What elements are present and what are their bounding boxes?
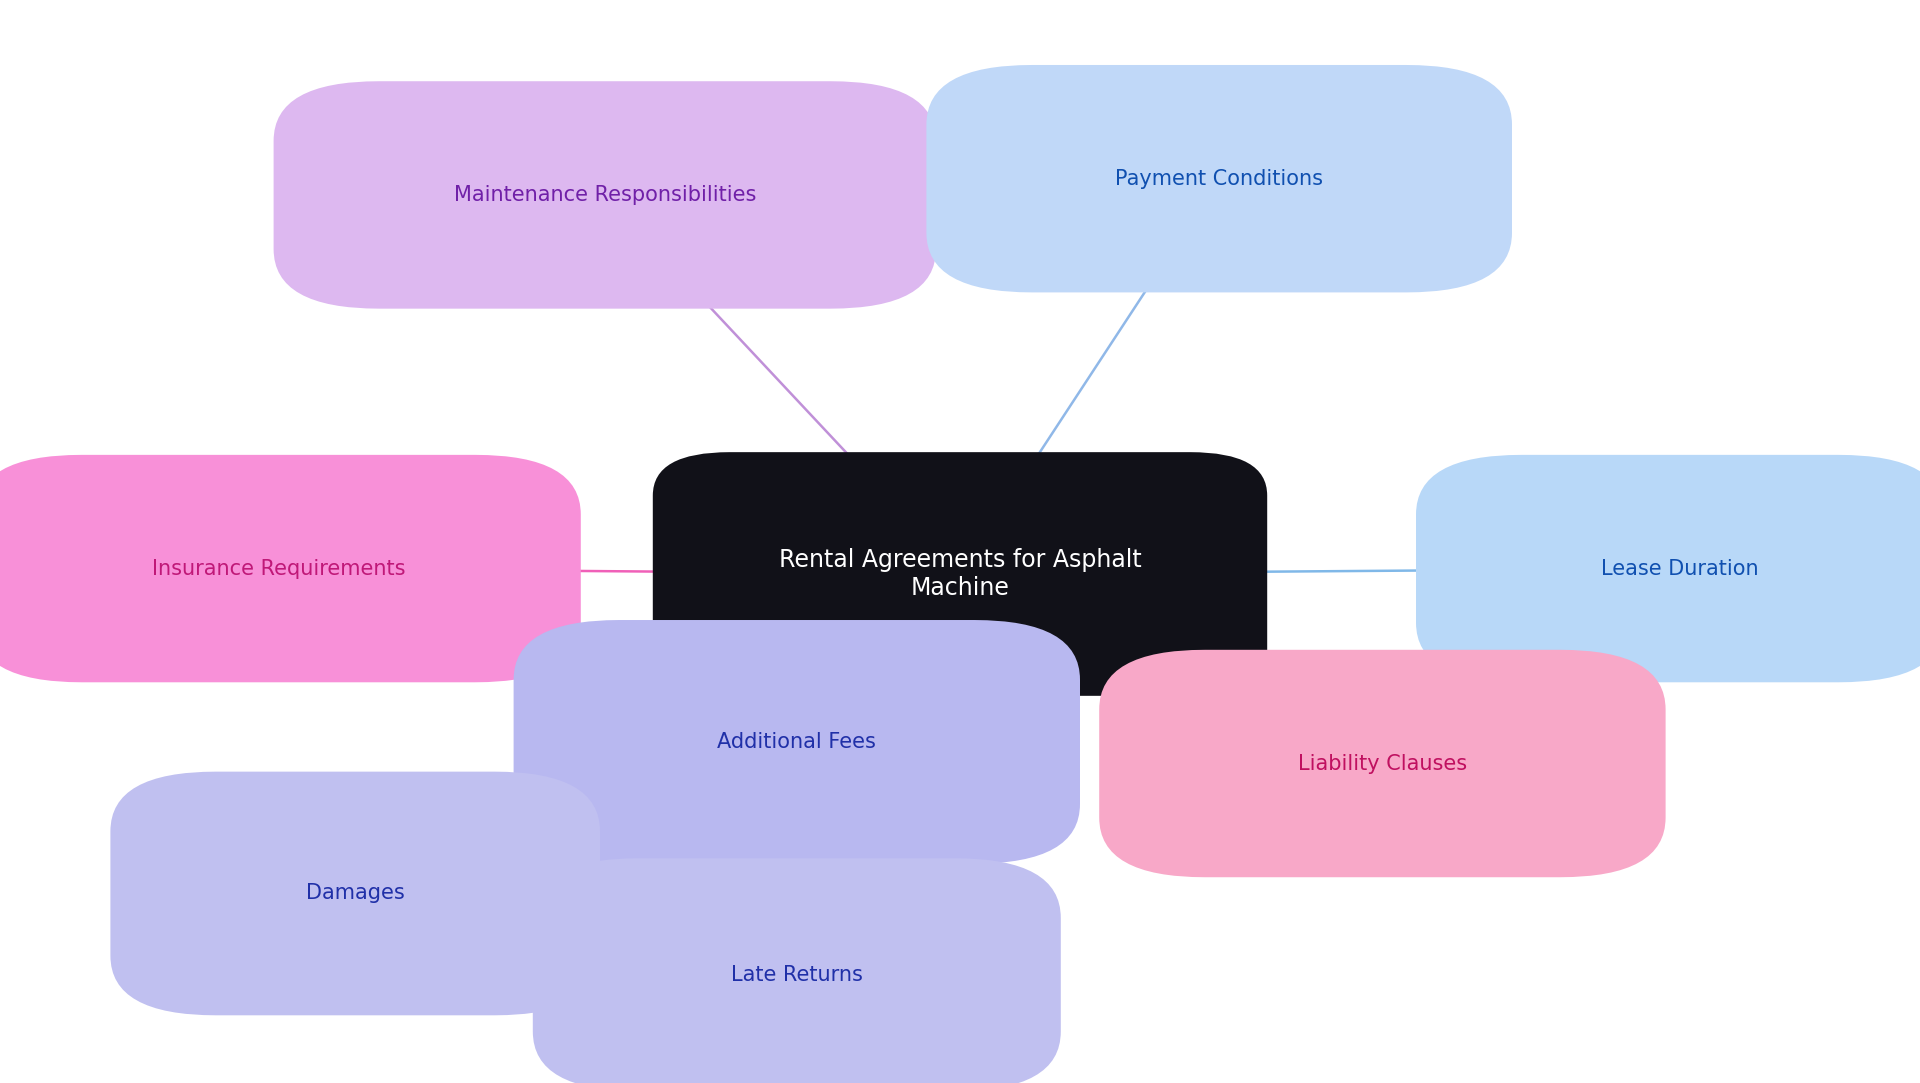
FancyBboxPatch shape [1415, 455, 1920, 682]
Text: Damages: Damages [305, 884, 405, 903]
FancyBboxPatch shape [111, 772, 599, 1016]
FancyBboxPatch shape [275, 81, 937, 309]
FancyBboxPatch shape [653, 453, 1267, 696]
FancyBboxPatch shape [515, 619, 1079, 864]
Text: Additional Fees: Additional Fees [718, 732, 876, 752]
FancyBboxPatch shape [1098, 650, 1665, 877]
Text: Liability Clauses: Liability Clauses [1298, 754, 1467, 773]
Text: Insurance Requirements: Insurance Requirements [152, 559, 405, 578]
Text: Late Returns: Late Returns [732, 965, 862, 984]
FancyBboxPatch shape [925, 65, 1513, 292]
FancyBboxPatch shape [532, 858, 1060, 1083]
Text: Maintenance Responsibilities: Maintenance Responsibilities [453, 185, 756, 205]
Text: Payment Conditions: Payment Conditions [1116, 169, 1323, 188]
Text: Lease Duration: Lease Duration [1601, 559, 1759, 578]
Text: Rental Agreements for Asphalt
Machine: Rental Agreements for Asphalt Machine [780, 548, 1140, 600]
FancyBboxPatch shape [0, 455, 580, 682]
